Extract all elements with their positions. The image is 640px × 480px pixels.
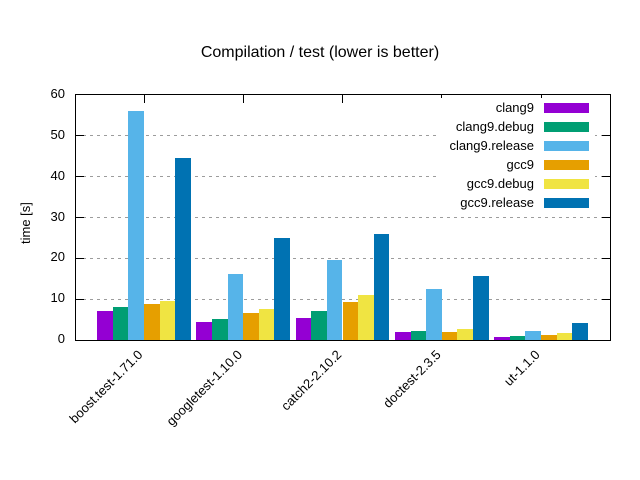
x-tick-label-0: boost.test-1.71.0 <box>66 347 146 427</box>
bar-clang9-doctest-2.3.5 <box>394 332 411 340</box>
y-tick-label-50: 50 <box>50 126 65 142</box>
legend-swatch-clang9 <box>544 102 589 113</box>
bar-clang9-googletest-1.10.0 <box>196 322 213 340</box>
bar-gcc9.debug-ut-1.1.0 <box>556 333 573 340</box>
legend-row-clang9: clang9 <box>449 98 589 117</box>
legend-row-clang9.debug: clang9.debug <box>449 117 589 136</box>
top-tick-group-0 <box>143 95 145 103</box>
bar-gcc9.release-ut-1.1.0 <box>572 322 588 340</box>
gridline-y50 <box>76 135 610 137</box>
top-tick-group-1 <box>242 95 244 103</box>
x-tick-label-3: doctest-2.3.5 <box>379 347 444 411</box>
left-tick-y20 <box>76 257 84 259</box>
bar-gcc9.debug-catch2-2.10.2 <box>358 295 374 340</box>
legend-row-gcc9: gcc9 <box>449 155 589 174</box>
bar-clang9.release-googletest-1.10.0 <box>227 273 244 340</box>
gridline-y10 <box>76 298 610 300</box>
legend-label-gcc9: gcc9 <box>506 157 534 172</box>
bar-clang9-ut-1.1.0 <box>494 336 510 340</box>
legend-label-gcc9.debug: gcc9.debug <box>466 176 534 191</box>
bar-gcc9.debug-doctest-2.3.5 <box>457 328 473 340</box>
right-tick-y20 <box>602 257 610 259</box>
bar-clang9.debug-catch2-2.10.2 <box>311 310 327 340</box>
right-tick-y10 <box>602 298 610 300</box>
top-tick-group-2 <box>342 95 343 103</box>
left-tick-y40 <box>76 176 84 178</box>
bar-gcc9.release-catch2-2.10.2 <box>373 234 390 340</box>
bar-clang9-boost.test-1.71.0 <box>97 311 113 340</box>
bar-gcc9.debug-googletest-1.10.0 <box>258 308 275 340</box>
left-tick-y30 <box>76 217 84 218</box>
legend-label-clang9: clang9 <box>495 100 534 115</box>
right-tick-y50 <box>602 135 610 137</box>
legend-swatch-gcc9.release <box>544 197 589 208</box>
gridline-y30 <box>76 217 610 218</box>
bar-gcc9-googletest-1.10.0 <box>243 312 259 340</box>
bar-clang9.release-boost.test-1.71.0 <box>128 111 144 340</box>
x-tick-label-2: catch2-2.10.2 <box>277 347 345 414</box>
bar-clang9.debug-ut-1.1.0 <box>509 335 526 340</box>
x-tick-label-4: ut-1.1.0 <box>500 347 543 389</box>
legend-swatch-clang9.debug <box>544 121 589 132</box>
legend-row-clang9.release: clang9.release <box>449 136 589 155</box>
left-tick-y10 <box>76 298 84 300</box>
bar-clang9.release-doctest-2.3.5 <box>426 289 442 340</box>
bar-gcc9.release-doctest-2.3.5 <box>472 276 489 340</box>
legend-label-gcc9.release: gcc9.release <box>460 195 534 210</box>
bar-clang9.debug-doctest-2.3.5 <box>410 330 427 340</box>
left-tick-y50 <box>76 135 84 137</box>
bar-clang9.debug-googletest-1.10.0 <box>212 319 228 340</box>
y-tick-label-10: 10 <box>50 290 65 306</box>
right-tick-y40 <box>602 176 610 178</box>
bar-gcc9.debug-boost.test-1.71.0 <box>159 300 176 340</box>
bar-clang9.debug-boost.test-1.71.0 <box>112 306 129 340</box>
y-tick-label-60: 60 <box>50 86 65 101</box>
bar-gcc9.release-boost.test-1.71.0 <box>175 157 191 340</box>
legend-row-gcc9.release: gcc9.release <box>449 193 589 212</box>
chart-title: Compilation / test (lower is better) <box>200 44 440 61</box>
bar-gcc9-boost.test-1.71.0 <box>144 304 160 340</box>
legend-label-clang9.release: clang9.release <box>449 138 534 153</box>
bar-clang9-catch2-2.10.2 <box>295 318 312 340</box>
y-tick-label-20: 20 <box>50 249 65 265</box>
bar-clang9.release-ut-1.1.0 <box>525 330 541 340</box>
right-tick-y30 <box>602 217 610 218</box>
bar-gcc9-ut-1.1.0 <box>541 335 557 340</box>
bar-gcc9-doctest-2.3.5 <box>441 331 458 340</box>
gridline-y40 <box>76 176 610 178</box>
x-tick-label-1: googletest-1.10.0 <box>163 347 245 429</box>
legend-row-gcc9.debug: gcc9.debug <box>449 174 589 193</box>
legend-swatch-gcc9.debug <box>544 178 589 189</box>
legend-swatch-clang9.release <box>544 140 589 151</box>
bar-gcc9.release-googletest-1.10.0 <box>274 238 291 340</box>
gridline-y20 <box>76 257 610 259</box>
bar-clang9.release-catch2-2.10.2 <box>326 259 343 340</box>
legend-label-clang9.debug: clang9.debug <box>455 119 534 134</box>
y-tick-label-30: 30 <box>50 208 65 224</box>
legend-swatch-gcc9 <box>544 159 589 170</box>
bar-gcc9-catch2-2.10.2 <box>342 302 359 340</box>
legend: clang9 clang9.debug clang9.release gcc9 gcc9… <box>439 98 595 212</box>
y-tick-label-40: 40 <box>50 167 65 183</box>
y-tick-label-0: 0 <box>57 331 65 346</box>
